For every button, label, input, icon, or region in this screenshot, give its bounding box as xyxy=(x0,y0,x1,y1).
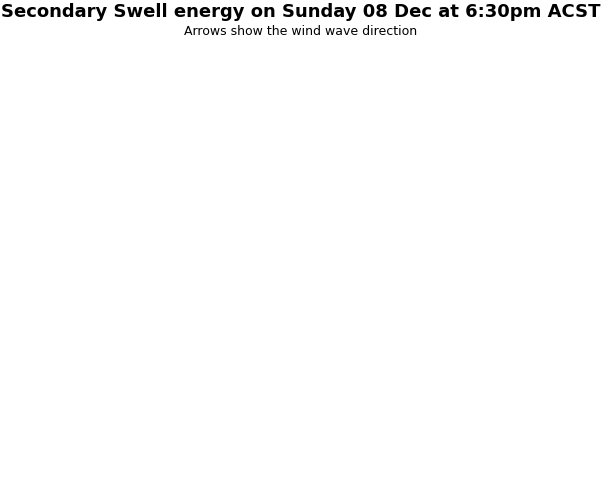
Text: Arrows show the wind wave direction: Arrows show the wind wave direction xyxy=(184,24,417,38)
Text: Map requires cartopy: Map requires cartopy xyxy=(212,256,389,274)
Text: Secondary Swell energy on Sunday 08 Dec at 6:30pm ACST: Secondary Swell energy on Sunday 08 Dec … xyxy=(1,2,600,20)
